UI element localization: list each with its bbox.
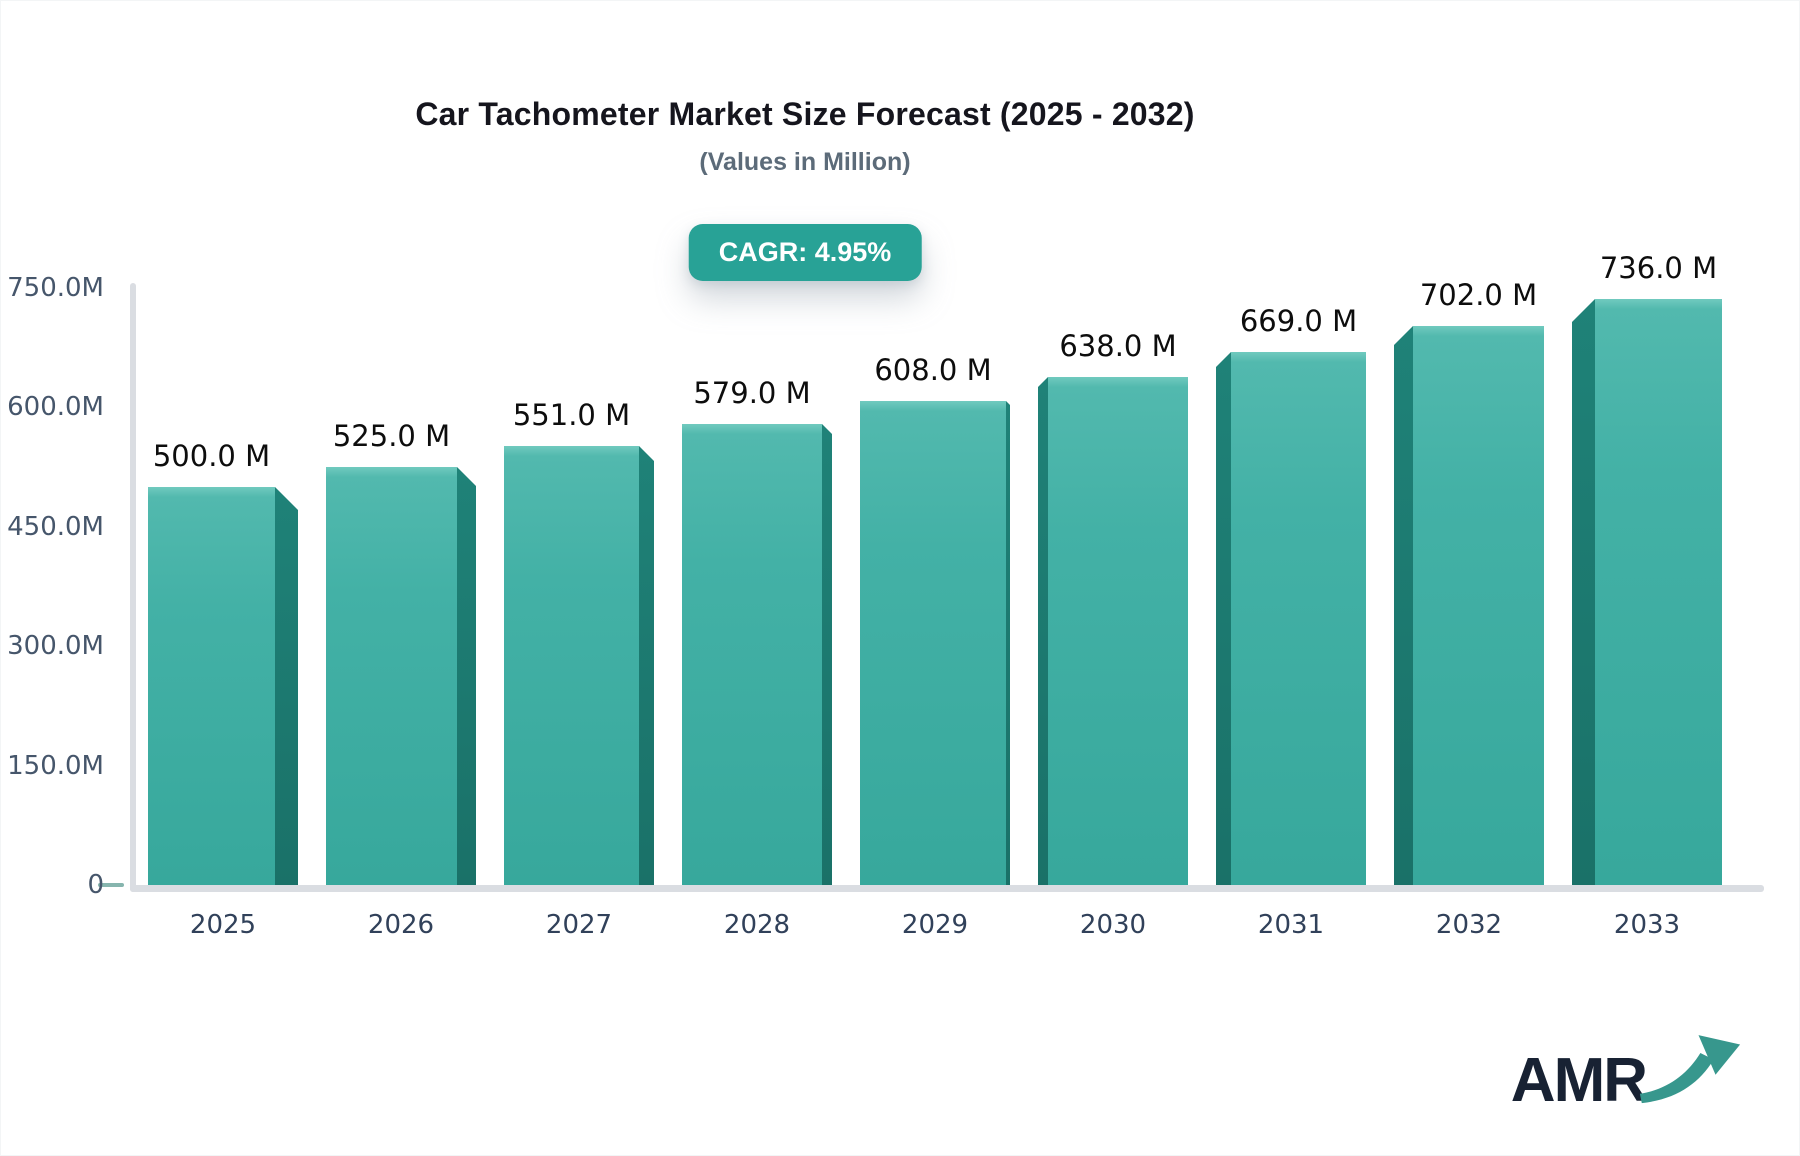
y-tick-label: 450.0M [7, 511, 104, 542]
x-tick-label: 2027 [545, 910, 613, 940]
bar-2027[interactable] [504, 446, 654, 885]
bar-value-label: 525.0 M [332, 419, 451, 453]
x-axis-line [130, 885, 1764, 892]
bar-value-label: 638.0 M [1059, 329, 1177, 363]
y-tick-label: 150.0M [7, 750, 104, 781]
y-tick-label: 300.0M [7, 631, 104, 662]
x-tick-label: 2031 [1257, 910, 1325, 940]
x-tick-label: 2025 [189, 910, 257, 940]
bar-2032[interactable] [1394, 326, 1544, 885]
y-axis-line [130, 283, 136, 892]
bar-side-face [457, 467, 476, 885]
bar-value-label: 736.0 M [1599, 251, 1718, 285]
x-tick-label: 2030 [1079, 910, 1147, 940]
bar-2028[interactable] [682, 424, 832, 885]
bar-front-face[interactable] [1595, 299, 1722, 885]
x-tick-label: 2029 [901, 910, 969, 940]
chart-subtitle: (Values in Million) [699, 148, 911, 176]
bar-value-label: 500.0 M [152, 439, 271, 473]
bar-2030[interactable] [1038, 377, 1188, 885]
cagr-badge: CAGR: 4.95% [688, 224, 922, 281]
x-tick-label: 2028 [723, 910, 791, 940]
zero-tick-mark [98, 883, 124, 887]
bar-front-face[interactable] [504, 446, 639, 885]
bar-value-label: 702.0 M [1419, 278, 1538, 312]
bar-2031[interactable] [1216, 352, 1366, 885]
bar-2033[interactable] [1572, 299, 1722, 885]
bar-side-face [275, 487, 298, 885]
amr-logo-text: AMR [1510, 1046, 1648, 1115]
bar-side-face [1038, 377, 1048, 885]
bar-value-label: 551.0 M [512, 398, 631, 432]
y-tick-label: 0 [87, 870, 104, 900]
bar-value-label: 579.0 M [693, 376, 811, 410]
bar-front-face[interactable] [148, 487, 275, 885]
bar-side-face [1006, 401, 1010, 885]
bar-side-face [1572, 299, 1595, 885]
amr-logo: AMR [1511, 1032, 1742, 1112]
bar-2026[interactable] [326, 467, 476, 885]
bar-value-label: 608.0 M [874, 353, 992, 387]
bar-front-face[interactable] [1048, 377, 1188, 885]
bar-front-face[interactable] [326, 467, 457, 885]
growth-arrow-icon [1639, 1035, 1741, 1104]
bar-front-face[interactable] [1413, 326, 1544, 885]
bar-side-face [639, 446, 654, 885]
x-tick-label: 2033 [1613, 910, 1681, 940]
x-tick-label: 2032 [1435, 910, 1503, 940]
bar-front-face[interactable] [860, 401, 1006, 885]
x-tick-label: 2026 [367, 910, 435, 940]
bar-front-face[interactable] [682, 424, 822, 885]
bar-side-face [822, 424, 832, 885]
bar-2029[interactable] [860, 401, 1010, 885]
bar-value-label: 669.0 M [1239, 304, 1358, 338]
y-tick-label: 750.0M [7, 273, 104, 303]
y-tick-label: 600.0M [7, 392, 104, 423]
chart-title: Car Tachometer Market Size Forecast (202… [415, 96, 1195, 132]
bar-front-face[interactable] [1231, 352, 1366, 885]
bar-side-face [1216, 352, 1231, 885]
bar-side-face [1394, 326, 1413, 885]
bar-2025[interactable] [148, 487, 298, 885]
